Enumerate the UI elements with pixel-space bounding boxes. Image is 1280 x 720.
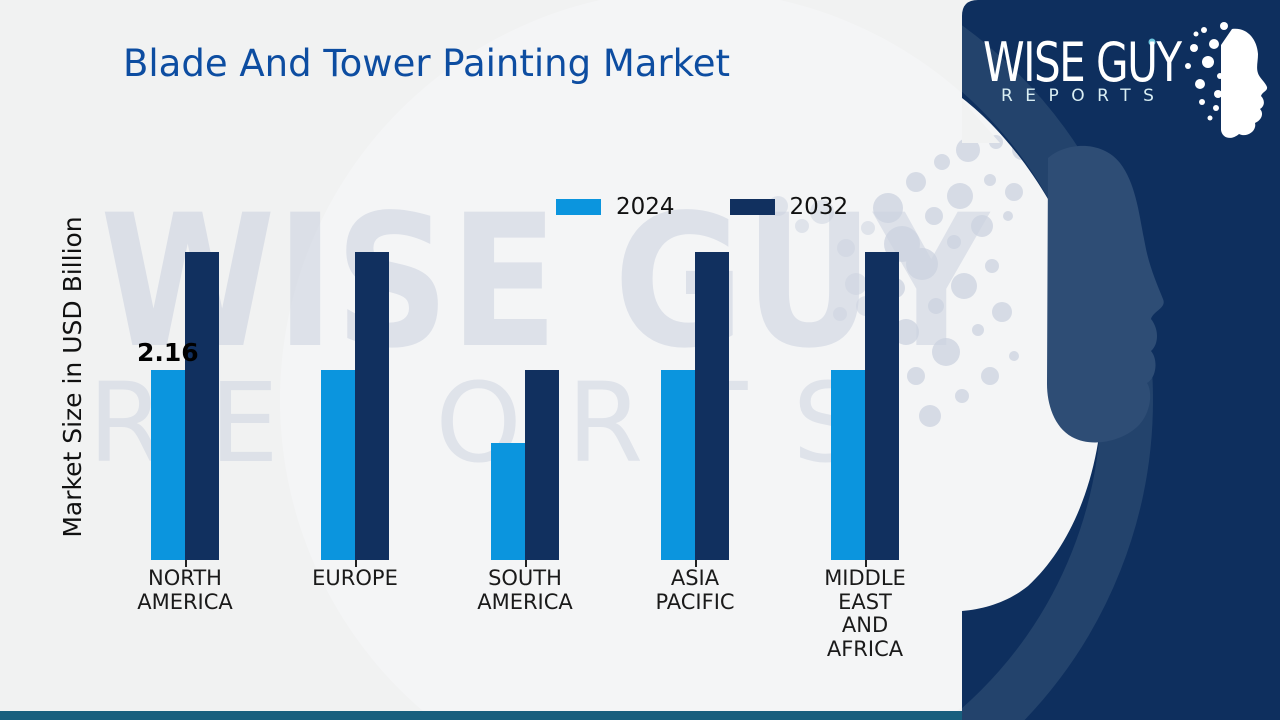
bar-2024-3: [661, 370, 695, 560]
logo-brand-text: WISE GUY: [983, 31, 1182, 94]
face-silhouette: [1047, 145, 1164, 443]
x-axis-label: EUROPE: [312, 566, 398, 590]
bar-2032-2: [525, 370, 559, 560]
x-axis-label: NORTH AMERICA: [137, 566, 233, 614]
bar-2024-2: [491, 443, 525, 560]
chart-legend: 2024 2032: [556, 194, 848, 220]
logo-face-icon: [1221, 28, 1268, 138]
bar-2024-4: [831, 370, 865, 560]
x-axis-label: ASIA PACIFIC: [655, 566, 735, 614]
x-axis-tick: [525, 560, 527, 567]
legend-swatch-2032: [729, 199, 775, 215]
bar-2032-1: [355, 252, 389, 560]
x-axis-label: MIDDLE EAST AND AFRICA: [824, 566, 906, 661]
legend-label-2024: 2024: [616, 194, 675, 220]
logo-badge-notch: [962, 100, 1000, 143]
bar-2024-0: [151, 370, 185, 560]
x-axis-tick: [695, 560, 697, 567]
bar-2024-1: [321, 370, 355, 560]
x-axis-tick: [185, 560, 187, 567]
footer-accent-bar: [0, 711, 1280, 720]
x-axis-label: SOUTH AMERICA: [477, 566, 573, 614]
logo-teal-dot: [1148, 38, 1156, 46]
x-axis-tick: [865, 560, 867, 567]
bar-2032-3: [695, 252, 729, 560]
legend-swatch-2024: [556, 199, 601, 215]
legend-label-2032: 2032: [789, 194, 849, 220]
bar-2032-4: [865, 252, 899, 560]
x-axis-tick: [355, 560, 357, 567]
chart-title: Blade And Tower Painting Market: [123, 42, 731, 85]
watermark-wiseguy-text: WISE GUY: [100, 176, 989, 389]
logo-reports-text: REPORTS: [1001, 86, 1167, 106]
logo-dots-pattern: [1185, 22, 1229, 121]
bar-value-label: 2.16: [137, 337, 199, 367]
bar-2032-0: [185, 252, 219, 560]
y-axis-label: Market Size in USD Billion: [58, 216, 87, 538]
